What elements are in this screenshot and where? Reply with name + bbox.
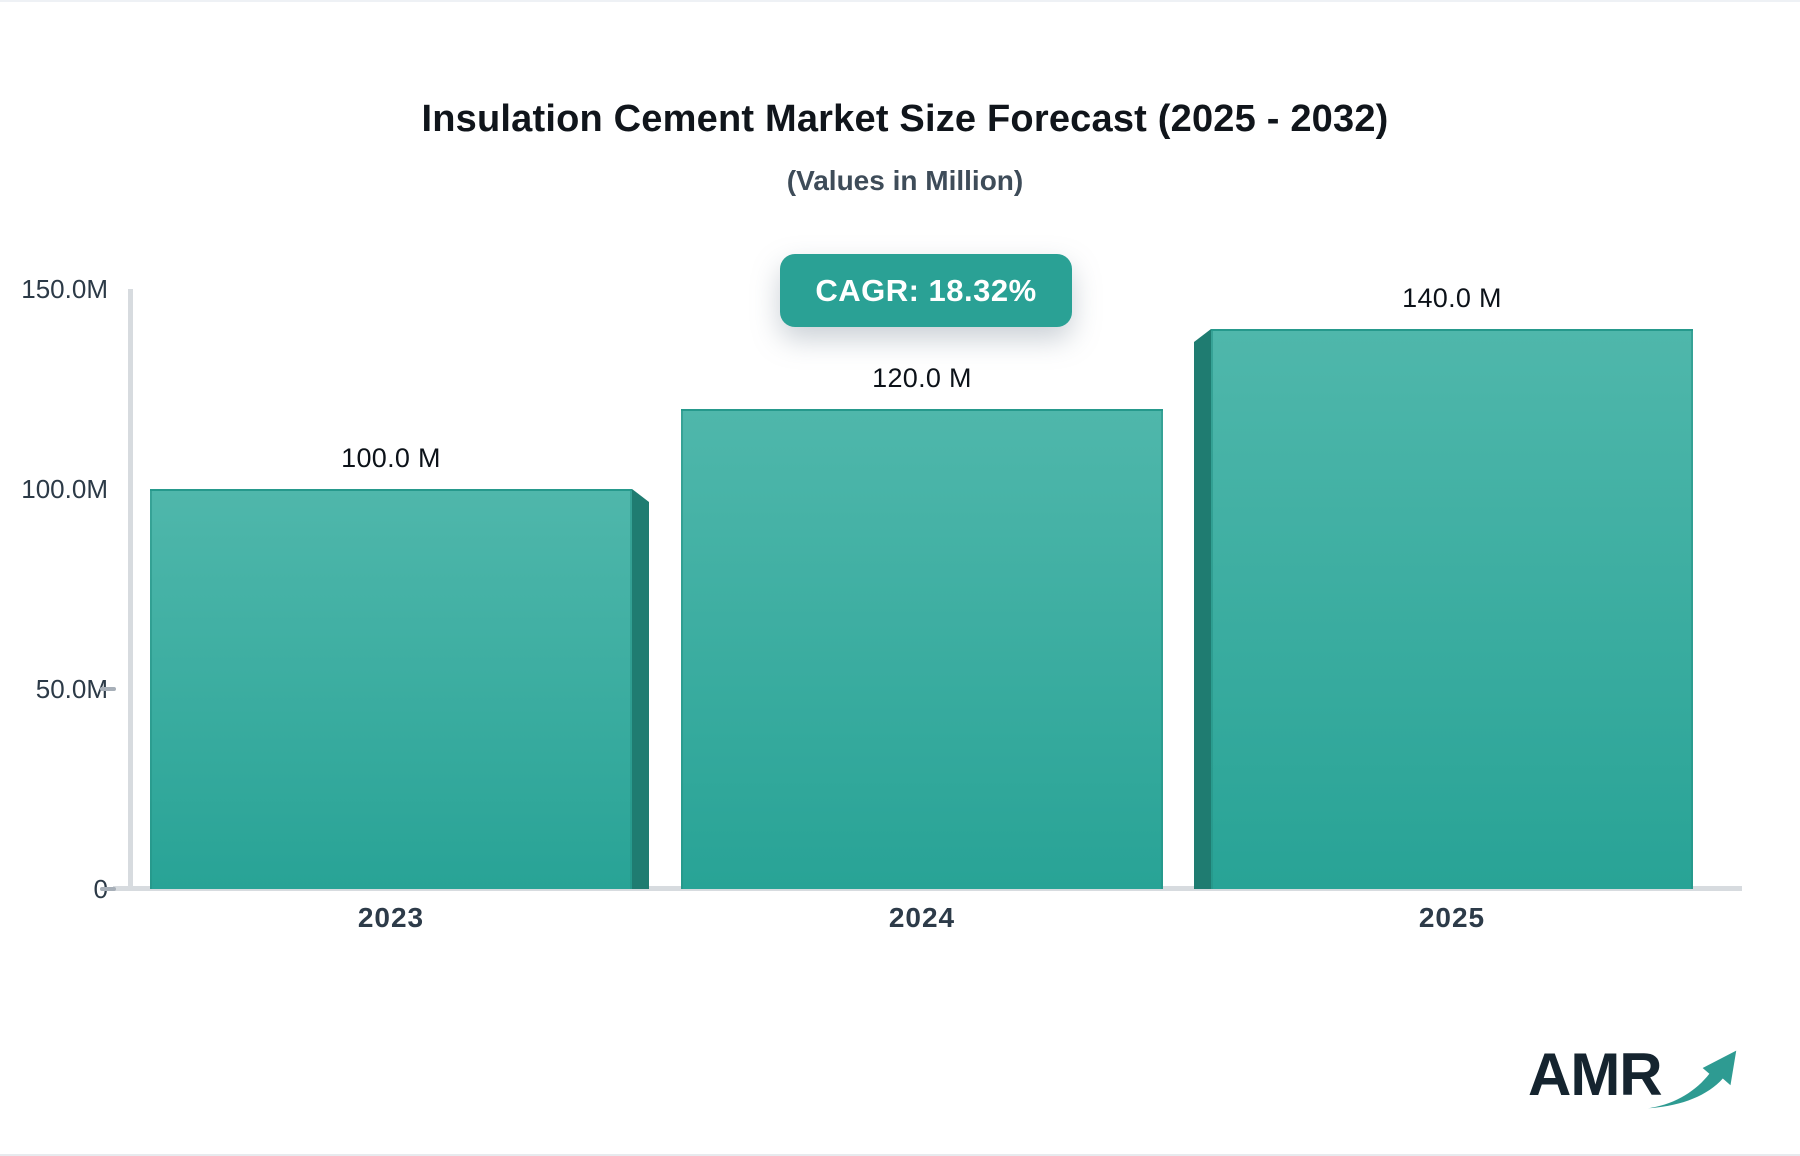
bar-value-label: 100.0 M: [341, 443, 441, 473]
bar-3d-side: [1194, 329, 1211, 889]
brand-logo-text: AMR: [1528, 1040, 1663, 1108]
page-subtitle: (Values in Million): [786, 165, 1024, 196]
x-tick-label: 2025: [1418, 902, 1486, 933]
cagr-badge: CAGR: 18.32%: [780, 254, 1072, 327]
y-tick-dash: [100, 887, 116, 891]
y-axis-line: [128, 289, 133, 889]
bar-value-label: 140.0 M: [1402, 283, 1502, 313]
bar-value-label: 120.0 M: [872, 363, 972, 393]
bar-2025[interactable]: [1211, 329, 1693, 889]
bar-3d-side: [632, 489, 649, 889]
y-tick-label: 150.0M: [21, 274, 108, 304]
y-tick-dash: [100, 687, 116, 691]
brand-logo: AMR: [1528, 1032, 1742, 1116]
x-tick-label: 2024: [888, 902, 956, 933]
bar-2024[interactable]: [681, 409, 1163, 889]
y-tick-label: 100.0M: [21, 474, 108, 504]
bar-2023[interactable]: [150, 489, 632, 889]
x-tick-label: 2023: [357, 902, 425, 933]
y-tick-label: 0: [6, 871, 108, 907]
growth-arrow-icon: [1647, 1050, 1736, 1109]
y-tick-label: 50.0M: [35, 674, 108, 704]
page-title: Insulation Cement Market Size Forecast (…: [421, 98, 1389, 140]
